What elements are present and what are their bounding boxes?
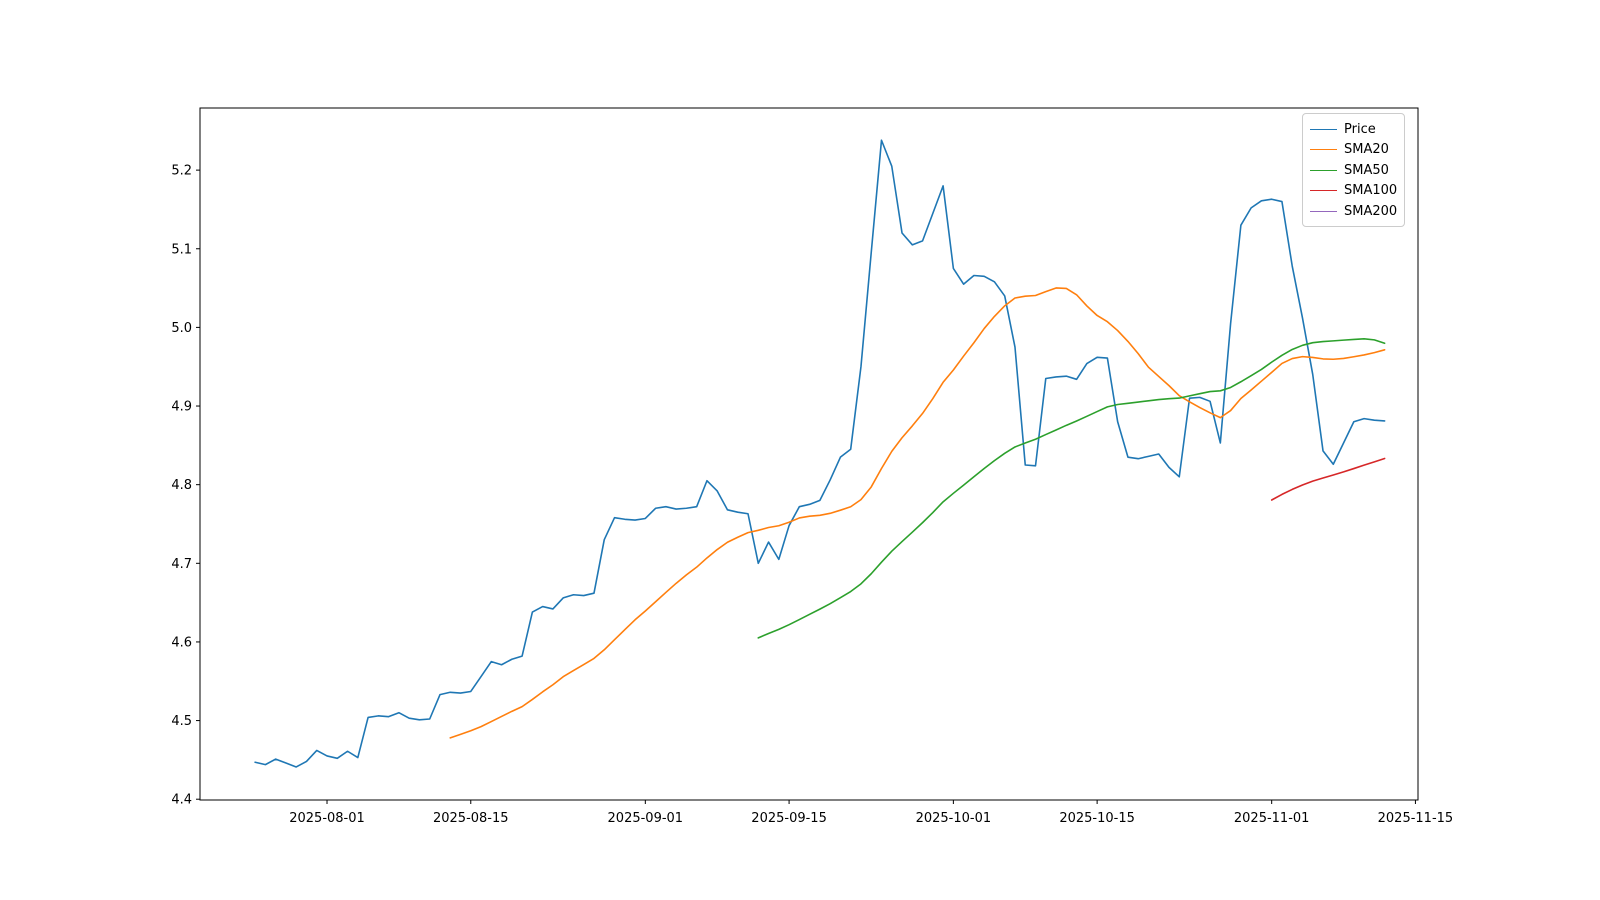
x-tick-label: 2025-08-01: [289, 811, 365, 826]
x-tick-label: 2025-08-15: [433, 811, 509, 826]
y-tick-label: 4.7: [171, 557, 192, 572]
y-tick-label: 5.1: [171, 242, 192, 257]
x-tick-label: 2025-11-01: [1234, 811, 1310, 826]
legend-entry-sma20: SMA20: [1310, 140, 1397, 161]
legend-label: SMA200: [1344, 203, 1398, 219]
chart-legend: Price SMA20 SMA50 SMA100 SMA200: [1302, 113, 1405, 227]
x-tick-label: 2025-10-15: [1059, 811, 1135, 826]
x-tick-label: 2025-11-15: [1378, 811, 1454, 826]
y-tick-label: 4.8: [171, 478, 192, 493]
x-tick-label: 2025-10-01: [916, 811, 992, 826]
x-tick-label: 2025-09-01: [608, 811, 684, 826]
plot-area: [199, 107, 1419, 801]
series-line-sma20: [449, 287, 1386, 739]
legend-entry-price: Price: [1310, 119, 1397, 140]
legend-line-sample-sma20: [1310, 149, 1337, 151]
legend-label: SMA50: [1344, 162, 1389, 178]
y-tick-label: 4.6: [171, 635, 192, 650]
series-line-sma100: [1270, 457, 1386, 501]
legend-label: SMA20: [1344, 142, 1389, 158]
y-tick-label: 5.2: [171, 164, 192, 179]
legend-label: SMA100: [1344, 183, 1398, 199]
legend-entry-sma50: SMA50: [1310, 160, 1397, 181]
y-tick-label: 4.4: [171, 793, 192, 808]
legend-line-sample-sma50: [1310, 169, 1337, 171]
series-line-sma50: [757, 338, 1386, 639]
y-tick-label: 5.0: [171, 321, 192, 336]
legend-entry-sma200: SMA200: [1310, 201, 1397, 222]
legend-line-sample-price: [1310, 128, 1337, 130]
x-tick-label: 2025-09-15: [751, 811, 827, 826]
legend-entry-sma100: SMA100: [1310, 181, 1397, 202]
legend-line-sample-sma200: [1310, 210, 1337, 212]
legend-label: Price: [1344, 121, 1376, 137]
legend-line-sample-sma100: [1310, 190, 1337, 192]
y-tick-label: 4.9: [171, 400, 192, 415]
series-line-price: [254, 139, 1386, 768]
y-tick-label: 4.5: [171, 714, 192, 729]
